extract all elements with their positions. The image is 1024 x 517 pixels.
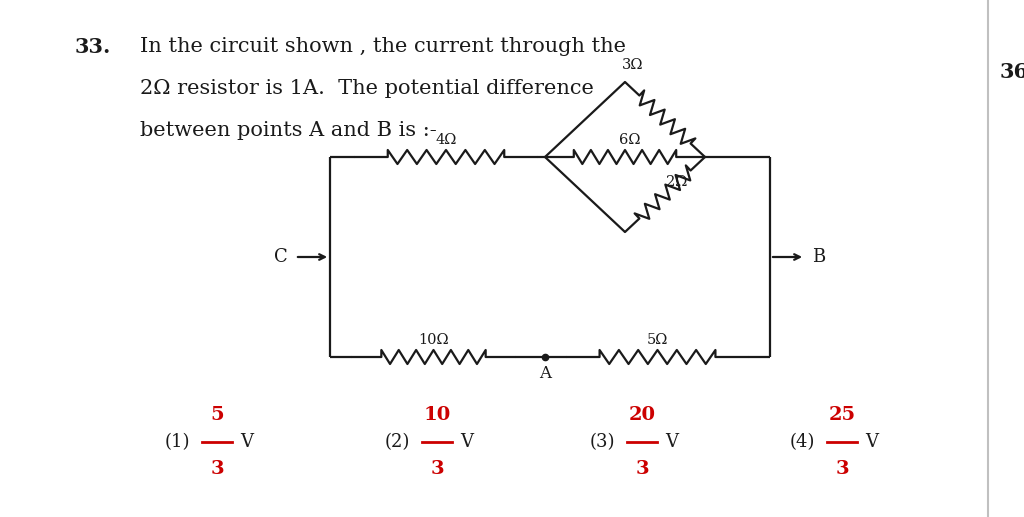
Text: (1): (1) [165, 433, 190, 451]
Text: 3: 3 [836, 460, 849, 478]
Text: 5Ω: 5Ω [647, 333, 669, 347]
Text: (2): (2) [385, 433, 411, 451]
Text: V: V [865, 433, 878, 451]
Text: 5: 5 [210, 406, 224, 424]
Text: 10: 10 [423, 406, 451, 424]
Text: V: V [665, 433, 678, 451]
Text: 3: 3 [635, 460, 649, 478]
Text: 25: 25 [828, 406, 856, 424]
Text: 36: 36 [1000, 62, 1024, 82]
Text: V: V [460, 433, 473, 451]
Text: B: B [812, 248, 825, 266]
Text: C: C [274, 248, 288, 266]
Text: 3: 3 [430, 460, 443, 478]
Text: 3Ω: 3Ω [623, 58, 644, 72]
Text: In the circuit shown , the current through the: In the circuit shown , the current throu… [140, 37, 626, 56]
Text: 3: 3 [210, 460, 224, 478]
Text: 6Ω: 6Ω [620, 133, 641, 147]
Text: 2Ω resistor is 1A.  The potential difference: 2Ω resistor is 1A. The potential differe… [140, 79, 594, 98]
Text: V: V [240, 433, 253, 451]
Text: (4): (4) [790, 433, 815, 451]
Text: 10Ω: 10Ω [418, 333, 449, 347]
Text: 20: 20 [629, 406, 655, 424]
Text: 33.: 33. [75, 37, 112, 57]
Text: A: A [539, 365, 551, 382]
Text: 4Ω: 4Ω [435, 133, 457, 147]
Text: 2Ω: 2Ω [667, 175, 688, 189]
Text: between points A and B is :-: between points A and B is :- [140, 121, 437, 140]
Text: (3): (3) [590, 433, 615, 451]
